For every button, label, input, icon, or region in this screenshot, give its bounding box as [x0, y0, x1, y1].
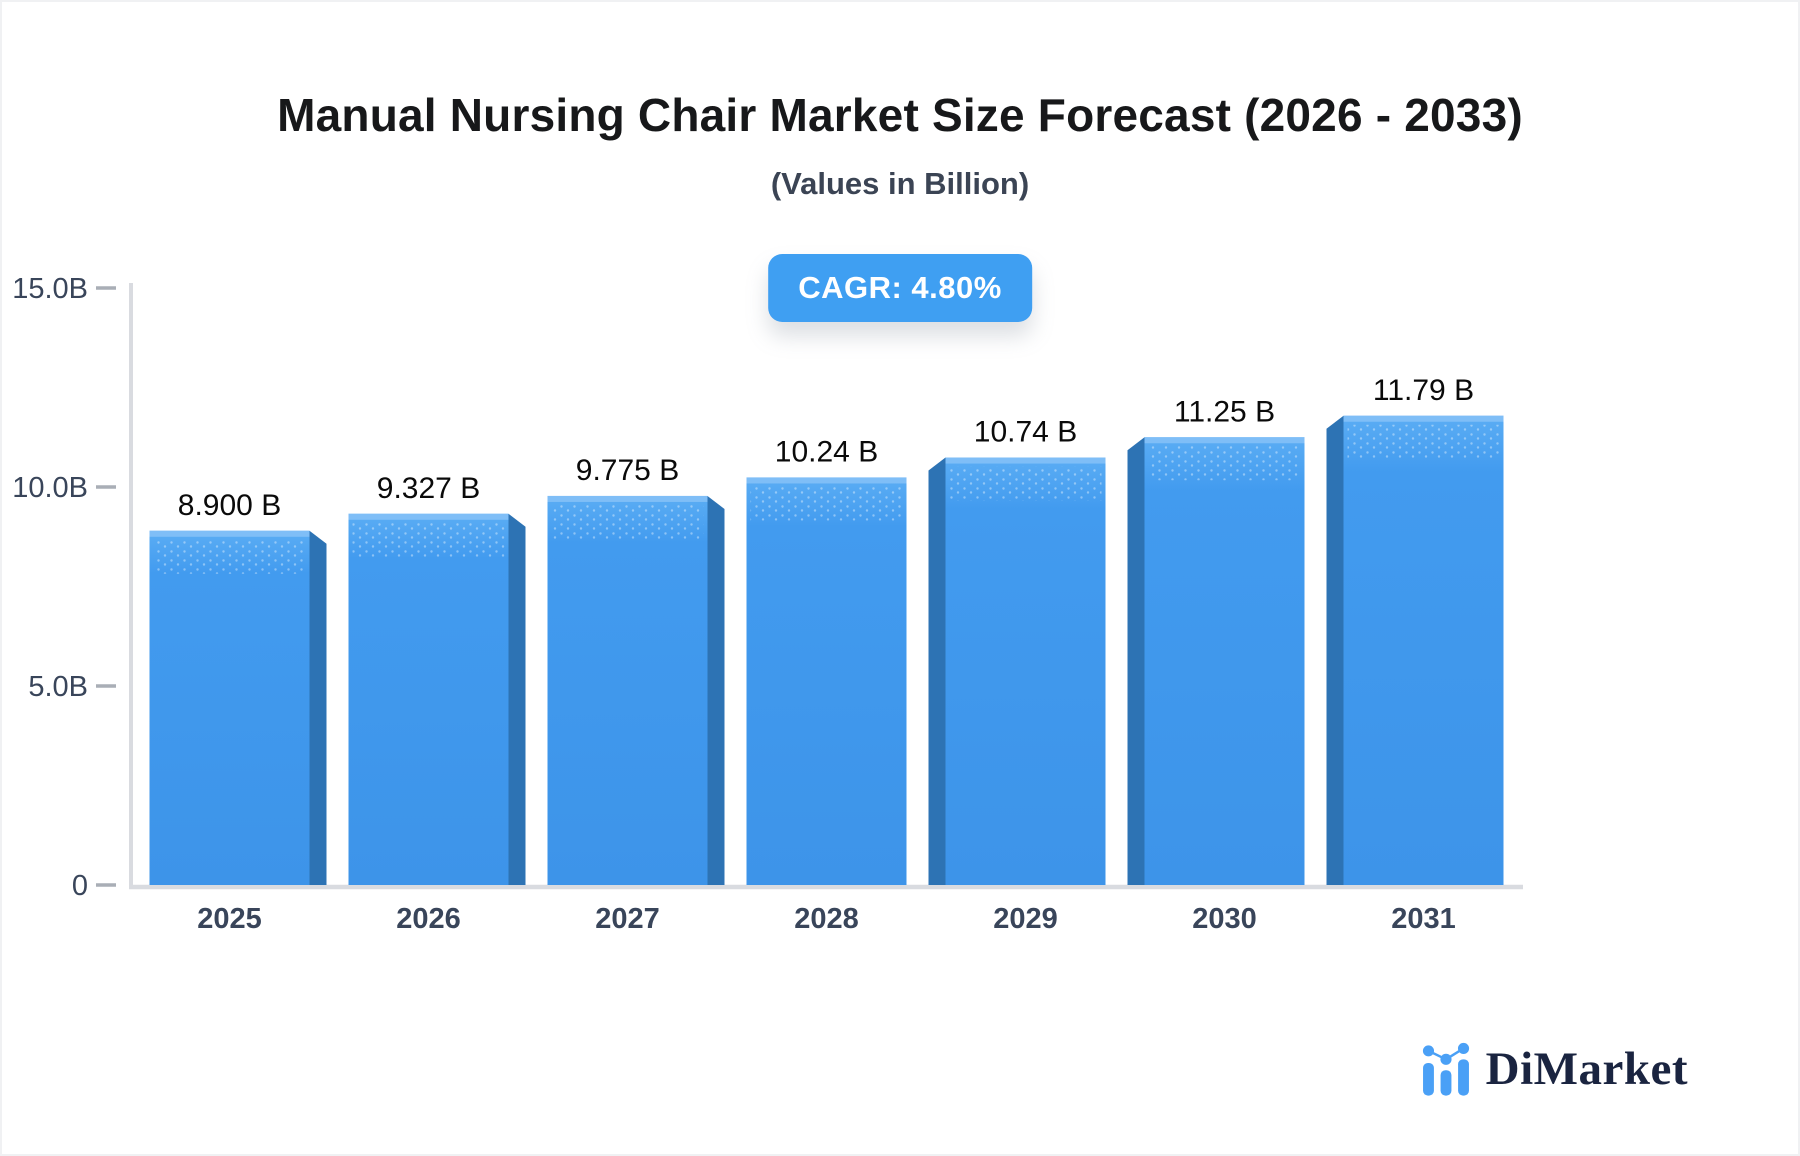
- bar-2027: 9.775 B 2027: [547, 454, 725, 935]
- y-tick-label: 15.0B: [12, 273, 88, 305]
- bar-dot-texture: [153, 539, 306, 574]
- bar-body: [547, 495, 708, 885]
- x-tick-label: 2029: [993, 903, 1058, 935]
- bar-body: [149, 530, 310, 885]
- x-tick-label: 2027: [595, 903, 660, 935]
- x-tick-label: 2031: [1391, 903, 1456, 935]
- bar-body: [945, 457, 1106, 885]
- bar-body: [1343, 415, 1504, 885]
- bar-top-highlight: [1144, 437, 1305, 444]
- bar-value-label: 10.24 B: [775, 435, 878, 468]
- y-tick-label: 0: [72, 870, 88, 902]
- x-tick-label: 2028: [794, 903, 859, 935]
- chart-title: Manual Nursing Chair Market Size Forecas…: [277, 89, 1523, 141]
- bar-dot-texture: [750, 486, 903, 521]
- bar-2028: 10.24 B 2028: [746, 435, 907, 935]
- bar-dot-texture: [1148, 446, 1301, 481]
- bar-dot-texture: [352, 522, 505, 557]
- cagr-badge: CAGR: 4.80%: [768, 254, 1032, 322]
- bar-side-face: [707, 495, 725, 885]
- bar-dot-texture: [949, 466, 1102, 501]
- bar-2025: 8.900 B 2025: [149, 489, 327, 935]
- bar-value-label: 11.79 B: [1373, 374, 1474, 407]
- bar-chart-logo-icon: [1422, 1042, 1469, 1096]
- bar-top-highlight: [547, 495, 708, 502]
- y-tick-label: 5.0B: [28, 671, 88, 703]
- bar-value-label: 9.327 B: [377, 472, 480, 505]
- chart-subtitle: (Values in Billion): [770, 166, 1030, 201]
- bar-body: [348, 513, 509, 885]
- bar-top-highlight: [1343, 415, 1504, 422]
- bar-value-label: 11.25 B: [1174, 395, 1275, 428]
- bar-side-face: [309, 530, 327, 885]
- bar-top-highlight: [149, 530, 310, 537]
- cagr-badge-label: CAGR: 4.80%: [798, 270, 1002, 305]
- bar-value-label: 10.74 B: [974, 416, 1077, 449]
- logo-text: DiMarket: [1485, 1043, 1688, 1095]
- bar-dot-texture: [551, 504, 704, 539]
- bar-side-face: [508, 513, 526, 885]
- bar-value-label: 8.900 B: [178, 489, 281, 522]
- bar-body: [1144, 437, 1305, 885]
- bar-top-highlight: [945, 457, 1106, 464]
- bar-top-highlight: [348, 513, 509, 520]
- bar-2030: 11.25 B 2030: [1127, 395, 1305, 935]
- bar-side-face: [928, 457, 946, 885]
- bar-dot-texture: [1347, 424, 1500, 459]
- bar-body: [746, 477, 907, 885]
- x-tick-label: 2025: [197, 903, 262, 935]
- x-tick-label: 2026: [396, 903, 461, 935]
- bar-top-highlight: [746, 477, 907, 484]
- dimarket-logo: DiMarket: [1419, 1040, 1688, 1098]
- bar-2031: 11.79 B 2031: [1326, 374, 1504, 935]
- bar-2029: 10.74 B 2029: [928, 416, 1106, 935]
- bar-side-face: [1127, 437, 1145, 885]
- bar-side-face: [1326, 415, 1344, 885]
- bar-value-label: 9.775 B: [576, 454, 679, 487]
- bar-2026: 9.327 B 2026: [348, 472, 526, 935]
- x-tick-label: 2030: [1192, 903, 1257, 935]
- y-tick-label: 10.0B: [12, 472, 88, 504]
